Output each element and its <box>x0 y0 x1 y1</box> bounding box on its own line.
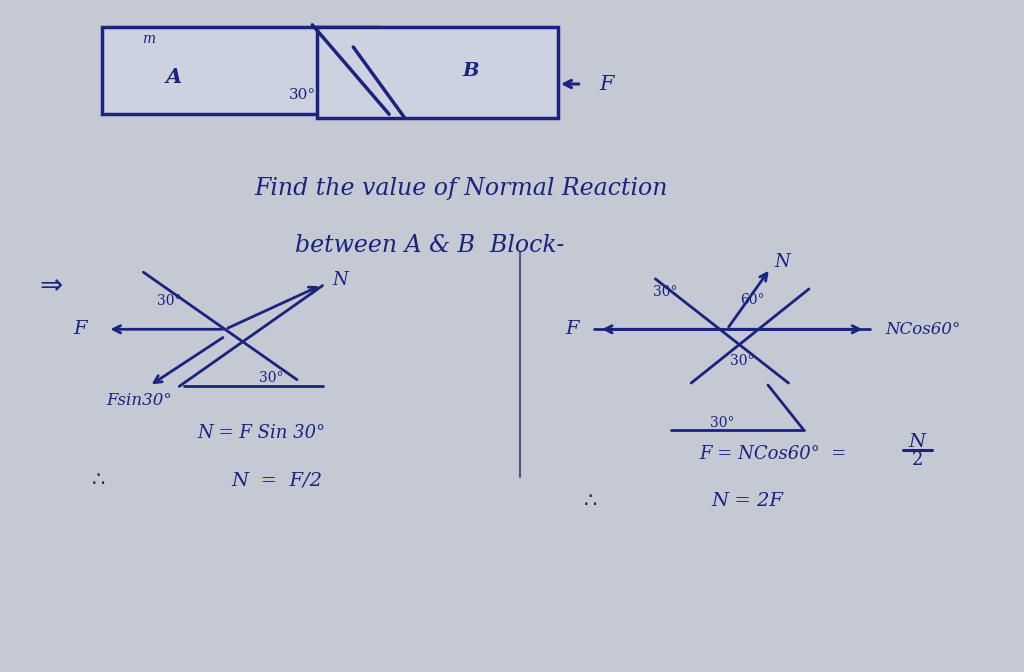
Text: A: A <box>166 67 182 87</box>
Text: 30°: 30° <box>289 89 315 102</box>
Text: F: F <box>599 75 613 93</box>
Text: N = 2F: N = 2F <box>712 492 783 509</box>
Text: 30°: 30° <box>710 417 734 430</box>
Text: 30°: 30° <box>730 354 755 368</box>
Text: B: B <box>463 62 479 79</box>
Text: ∴: ∴ <box>584 491 597 511</box>
Text: N: N <box>908 433 925 450</box>
Text: Fsin30°: Fsin30° <box>106 392 172 409</box>
Text: F: F <box>74 321 87 338</box>
Text: F = NCos60°  =: F = NCos60° = <box>699 445 847 462</box>
Text: N = F Sin 30°: N = F Sin 30° <box>197 425 326 442</box>
Text: N  =  F/2: N = F/2 <box>231 472 322 489</box>
Text: 30°: 30° <box>157 294 181 308</box>
Bar <box>317 27 558 118</box>
Text: Find the value of Normal Reaction: Find the value of Normal Reaction <box>254 177 668 200</box>
Text: ∴: ∴ <box>92 470 105 491</box>
Text: 2: 2 <box>911 452 924 469</box>
Text: ⇒: ⇒ <box>39 271 62 300</box>
Text: 30°: 30° <box>259 371 284 384</box>
Text: 60°: 60° <box>740 294 765 307</box>
Text: m: m <box>142 32 155 46</box>
Text: 30°: 30° <box>653 286 678 299</box>
Text: F: F <box>565 321 579 338</box>
Text: between A & B  Block-: between A & B Block- <box>295 234 565 257</box>
Text: NCos60°: NCos60° <box>886 321 962 338</box>
Text: N: N <box>333 271 348 288</box>
Text: N: N <box>775 253 791 271</box>
Bar <box>102 27 379 114</box>
